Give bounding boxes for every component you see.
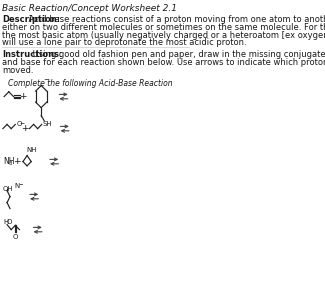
Text: the most basic atom (usually negatively charged or a heteroatom [ex oxygen or ni: the most basic atom (usually negatively … [2,31,325,40]
Text: +: + [21,124,29,133]
Text: OH: OH [3,186,14,192]
Text: NH: NH [26,147,36,153]
Text: O: O [13,234,18,240]
Text: +: + [19,92,26,101]
Text: and base for each reaction shown below. Use arrows to indicate which proton is b: and base for each reaction shown below. … [2,58,325,67]
Text: moved.: moved. [2,66,34,75]
Text: N: N [15,183,20,189]
Text: SH: SH [43,121,53,127]
Text: Instructions:: Instructions: [2,50,63,59]
Text: NH: NH [3,157,14,166]
Text: Complete the following Acid-Base Reaction: Complete the following Acid-Base Reactio… [8,79,173,88]
Text: Using good old fashion pen and paper, draw in the missing conjugate acid: Using good old fashion pen and paper, dr… [30,50,325,59]
Text: Basic Reaction/Concept Worksheet 2.1: Basic Reaction/Concept Worksheet 2.1 [2,4,177,13]
Text: either on two different molecules or sometimes on the same molecule. For this to: either on two different molecules or som… [2,23,325,32]
Text: −: − [43,76,49,82]
Text: −: − [18,181,23,186]
Text: −: − [20,120,25,125]
Text: O: O [17,121,22,127]
Text: O: O [7,219,12,225]
Text: 3: 3 [9,161,12,166]
Text: +: + [13,157,20,166]
Text: H: H [4,219,9,225]
Text: Acid base reactions consist of a proton moving from one atom to another,: Acid base reactions consist of a proton … [26,15,325,24]
Text: Description:: Description: [2,15,60,24]
Text: will use a lone pair to deprotonate the most acidic proton.: will use a lone pair to deprotonate the … [2,39,247,47]
